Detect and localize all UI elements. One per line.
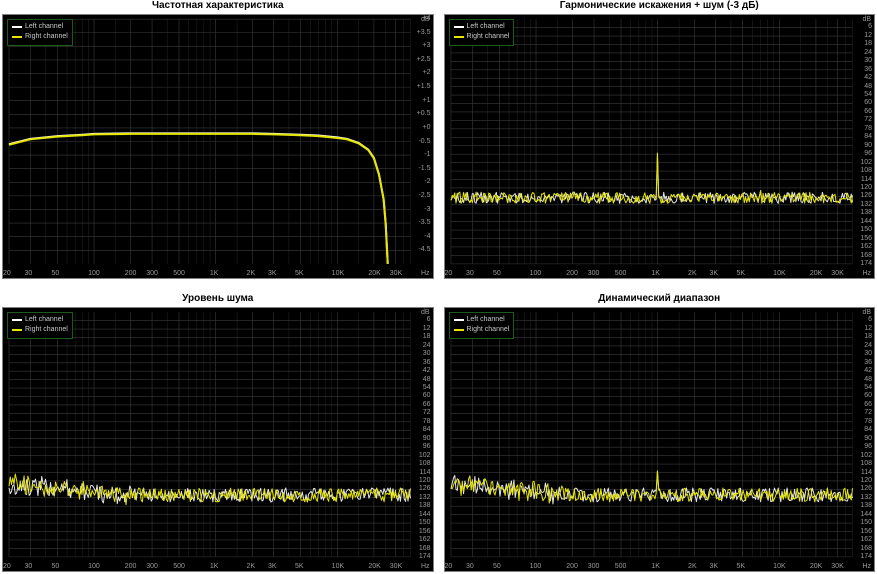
plot-svg <box>445 15 875 278</box>
plot-svg <box>445 308 875 571</box>
chart-panel-noise-level: Уровень шума6121824303642485460667278849… <box>2 293 434 572</box>
chart-title: Гармонические искажения + шум (-3 дБ) <box>444 0 876 14</box>
legend-right-label: Right channel <box>467 32 510 42</box>
chart-plot-area: 6121824303642485460667278849096102108114… <box>2 307 434 572</box>
legend: Left channelRight channel <box>449 19 515 46</box>
series-right <box>450 153 852 203</box>
legend-right-label: Right channel <box>25 325 68 335</box>
chart-panel-thd-noise: Гармонические искажения + шум (-3 дБ)612… <box>444 0 876 279</box>
legend: Left channelRight channel <box>7 19 73 46</box>
chart-plot-area: +4+3.5+3+2.5+2+1.5+1+0.5+0-0.5-1-1.5-2-2… <box>2 14 434 279</box>
x-axis-unit: Hz <box>862 563 871 570</box>
x-axis-unit: Hz <box>421 270 430 277</box>
series-right <box>450 471 852 503</box>
series-left <box>9 476 411 503</box>
series-right <box>9 134 388 264</box>
y-axis-unit: dB <box>862 16 871 23</box>
legend: Left channelRight channel <box>449 312 515 339</box>
x-axis-unit: Hz <box>862 270 871 277</box>
legend-left-label: Left channel <box>25 315 63 325</box>
chart-plot-area: 6121824303642485460667278849096102108114… <box>444 14 876 279</box>
legend: Left channelRight channel <box>7 312 73 339</box>
chart-plot-area: 6121824303642485460667278849096102108114… <box>444 307 876 572</box>
plot-svg <box>3 308 433 571</box>
legend-right-label: Right channel <box>467 325 510 335</box>
y-axis-unit: dB <box>421 309 430 316</box>
chart-title: Динамический диапазон <box>444 293 876 307</box>
chart-title: Частотная характеристика <box>2 0 434 14</box>
chart-panel-freq-response: Частотная характеристика+4+3.5+3+2.5+2+1… <box>2 0 434 279</box>
y-axis-unit: dB <box>862 309 871 316</box>
legend-right-label: Right channel <box>25 32 68 42</box>
legend-left-label: Left channel <box>467 22 505 32</box>
plot-svg <box>3 15 433 278</box>
chart-panel-dynamic-range: Динамический диапазон6121824303642485460… <box>444 293 876 572</box>
x-axis-unit: Hz <box>421 563 430 570</box>
legend-left-label: Left channel <box>467 315 505 325</box>
chart-title: Уровень шума <box>2 293 434 307</box>
y-axis-unit: dB <box>421 16 430 23</box>
legend-left-label: Left channel <box>25 22 63 32</box>
series-left <box>9 133 388 264</box>
